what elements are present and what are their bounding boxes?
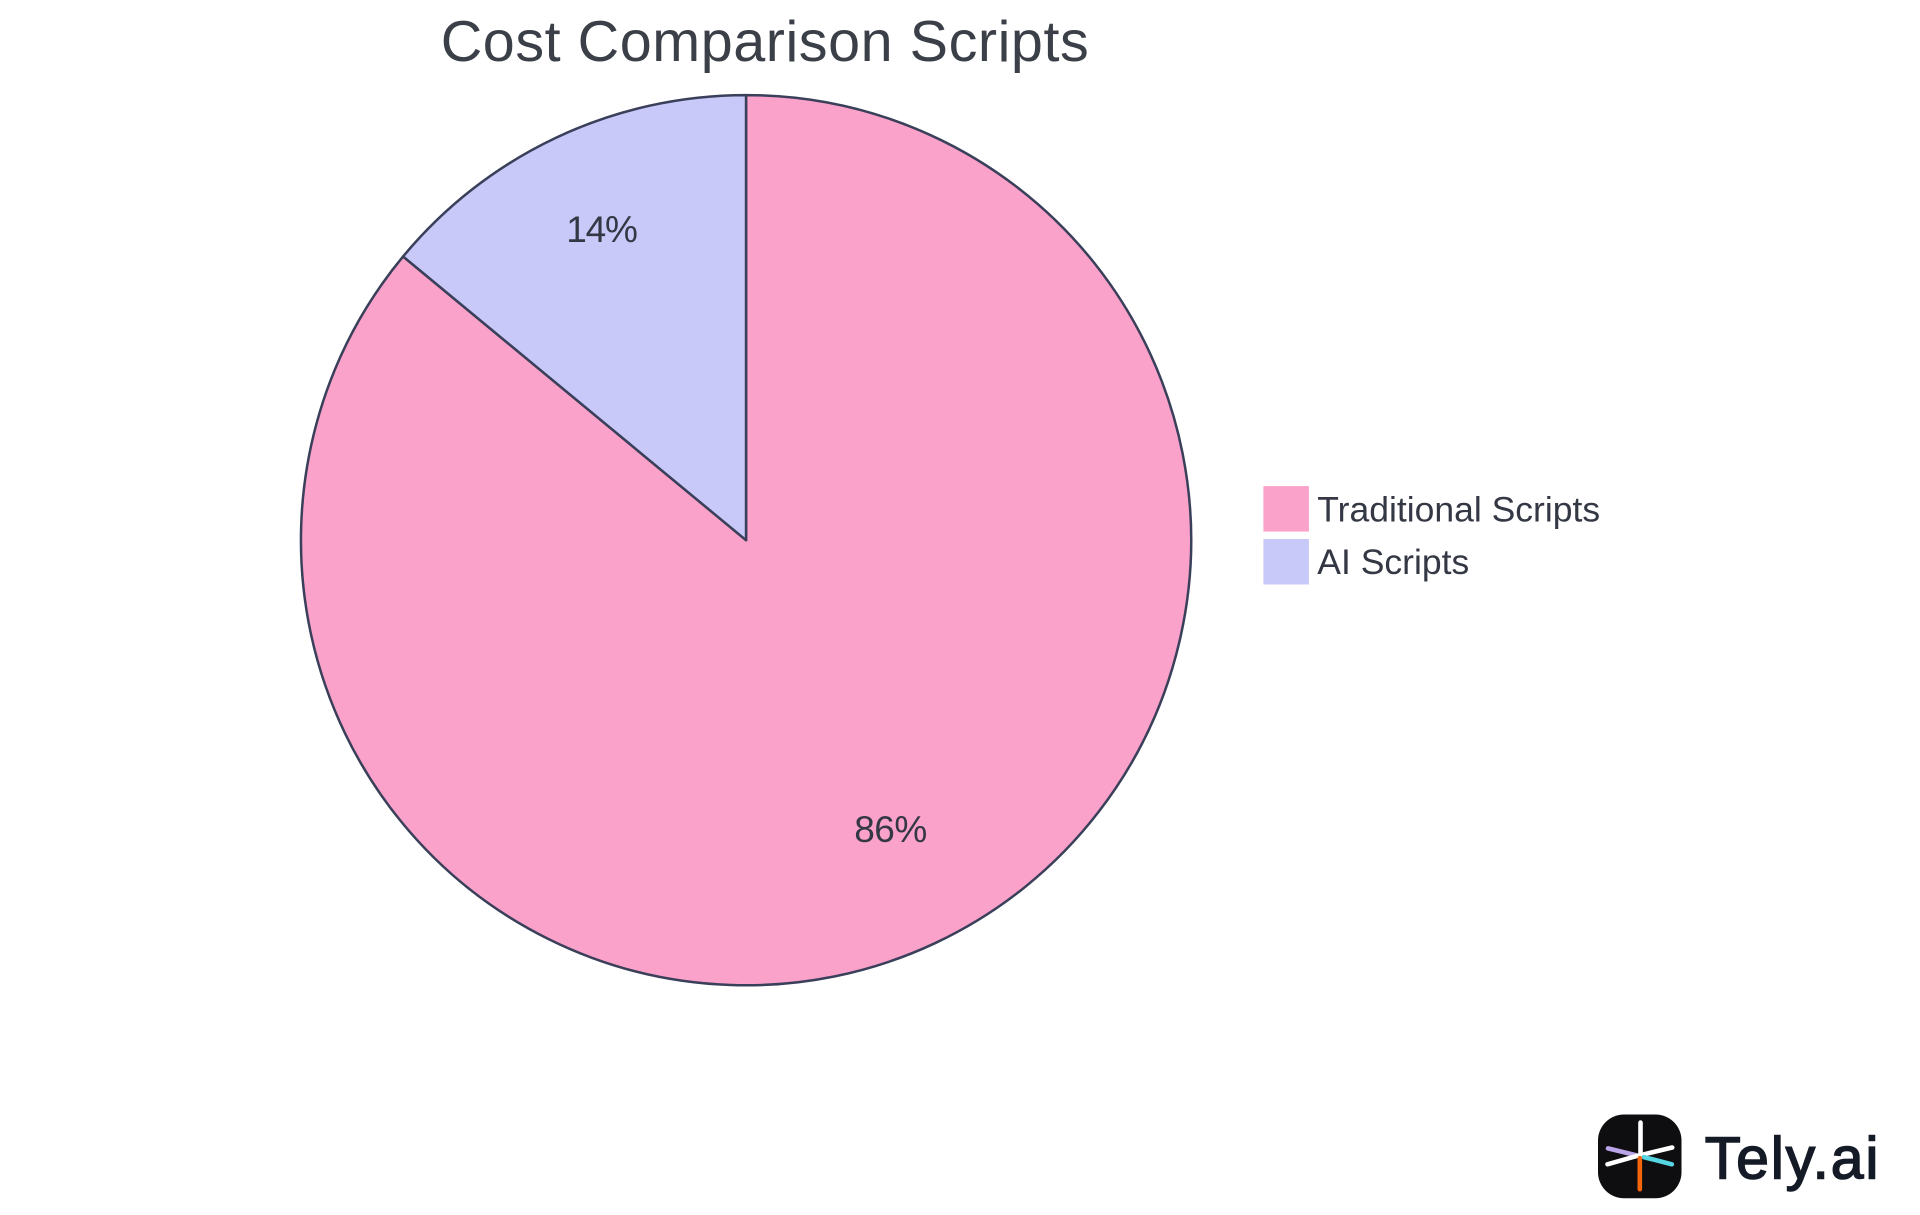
svg-text:Traditional Scripts: Traditional Scripts xyxy=(1317,489,1600,529)
svg-text:14%: 14% xyxy=(566,209,637,250)
svg-text:Cost Comparison Scripts: Cost Comparison Scripts xyxy=(441,10,1090,74)
svg-text:Tely.ai: Tely.ai xyxy=(1705,1125,1880,1191)
svg-text:AI Scripts: AI Scripts xyxy=(1317,542,1469,582)
svg-text:86%: 86% xyxy=(854,809,927,850)
